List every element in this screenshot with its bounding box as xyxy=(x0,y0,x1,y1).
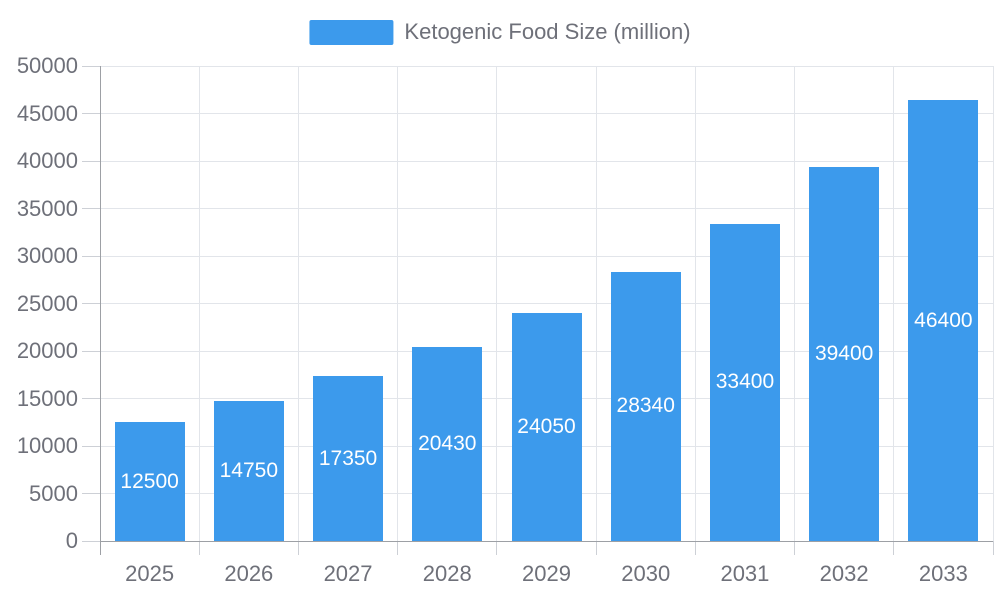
x-axis-category-label: 2033 xyxy=(918,561,968,586)
y-gridline xyxy=(100,208,993,209)
x-axis-category-label: 2032 xyxy=(819,561,869,586)
x-gridline xyxy=(694,66,696,541)
x-axis-category-label: 2029 xyxy=(522,561,571,586)
y-axis-tick xyxy=(82,255,100,257)
bar-value-label: 39400 xyxy=(814,341,874,365)
y-axis-tick xyxy=(82,445,100,447)
bar-2030[interactable]: 28340 xyxy=(610,271,681,541)
x-gridline xyxy=(794,66,796,541)
bar-2033[interactable]: 46400 xyxy=(908,100,979,541)
y-axis-tick-label: 40000 xyxy=(16,148,78,173)
y-gridline xyxy=(100,160,993,162)
y-gridline xyxy=(100,303,993,304)
y-axis-tick-label: 10000 xyxy=(16,433,78,458)
bar-2031[interactable]: 33400 xyxy=(709,223,780,541)
bar-value-label: 33400 xyxy=(715,370,775,394)
y-axis-tick-label: 45000 xyxy=(16,100,78,126)
y-gridline xyxy=(100,255,993,257)
y-axis-tick-label: 20000 xyxy=(16,338,78,363)
x-gridline xyxy=(297,66,299,541)
bar-2032[interactable]: 39400 xyxy=(809,166,880,541)
x-axis-tick xyxy=(694,541,696,555)
y-axis-tick-label: 0 xyxy=(65,528,78,553)
bar-value-label: 28340 xyxy=(616,394,675,418)
y-axis-tick-label: 35000 xyxy=(16,195,78,221)
bar-2026[interactable]: 14750 xyxy=(213,400,284,541)
bar-value-label: 14750 xyxy=(219,458,279,482)
x-gridline xyxy=(595,66,597,541)
x-axis-line xyxy=(100,540,993,542)
y-axis-tick xyxy=(82,540,100,542)
y-axis-tick xyxy=(82,160,100,162)
bar-value-label: 24050 xyxy=(517,414,576,438)
bar-2028[interactable]: 20430 xyxy=(412,346,483,541)
x-axis-tick xyxy=(198,541,200,555)
x-axis-category-label: 2030 xyxy=(621,561,671,586)
x-axis-category-label: 2027 xyxy=(323,561,373,586)
x-axis-category-label: 2026 xyxy=(224,561,274,586)
bar-value-label: 46400 xyxy=(914,308,973,332)
legend-item[interactable]: Ketogenic Food Size (million) xyxy=(309,19,691,45)
bar-value-label: 12500 xyxy=(120,469,179,493)
bar-value-label: 17350 xyxy=(318,446,378,470)
x-gridline xyxy=(198,66,200,541)
x-gridline xyxy=(893,66,895,541)
x-gridline xyxy=(397,66,399,541)
y-axis-tick xyxy=(82,113,100,114)
y-axis-tick xyxy=(82,65,100,67)
x-gridline xyxy=(992,66,994,541)
bar-2025[interactable]: 12500 xyxy=(114,422,185,541)
bar-2027[interactable]: 17350 xyxy=(313,376,384,541)
y-axis-line xyxy=(99,66,101,555)
y-axis-tick-label: 25000 xyxy=(16,290,78,316)
x-gridline xyxy=(496,66,498,541)
legend-swatch-icon xyxy=(309,19,394,45)
bar-2029[interactable]: 24050 xyxy=(511,312,582,541)
x-axis-tick xyxy=(397,541,399,555)
y-axis-tick xyxy=(82,350,100,352)
y-axis-tick-label: 50000 xyxy=(16,53,78,78)
y-axis-tick xyxy=(82,208,100,209)
y-axis-tick xyxy=(82,303,100,304)
y-axis-tick-label: 15000 xyxy=(16,385,78,411)
y-gridline xyxy=(100,65,993,67)
y-axis-tick-label: 5000 xyxy=(29,480,78,506)
y-axis-tick-label: 30000 xyxy=(16,243,78,268)
y-gridline xyxy=(100,113,993,114)
bar-value-label: 20430 xyxy=(418,431,477,455)
y-axis-tick xyxy=(82,398,100,399)
legend-label: Ketogenic Food Size (million) xyxy=(404,19,691,44)
x-axis-tick xyxy=(794,541,796,555)
x-axis-category-label: 2031 xyxy=(720,561,770,586)
x-axis-tick xyxy=(992,541,994,555)
x-axis-category-label: 2028 xyxy=(422,561,472,586)
x-axis-tick xyxy=(297,541,299,555)
y-axis-tick xyxy=(82,493,100,494)
x-axis-tick xyxy=(595,541,597,555)
x-axis-tick xyxy=(893,541,895,555)
x-axis-tick xyxy=(496,541,498,555)
x-axis-category-label: 2025 xyxy=(125,561,175,586)
